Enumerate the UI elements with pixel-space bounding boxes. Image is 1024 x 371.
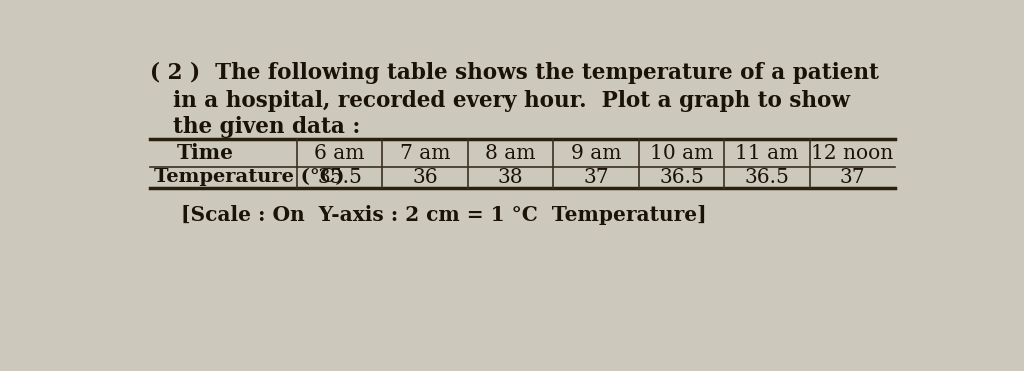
Text: 11 am: 11 am xyxy=(735,144,799,162)
Text: ( 2 )  The following table shows the temperature of a patient: ( 2 ) The following table shows the temp… xyxy=(150,62,879,84)
Text: 36.5: 36.5 xyxy=(659,168,705,187)
Text: 36: 36 xyxy=(413,168,438,187)
Text: [Scale : On  Y-axis : 2 cm = 1 °C  Temperature]: [Scale : On Y-axis : 2 cm = 1 °C Tempera… xyxy=(180,205,707,225)
Text: 10 am: 10 am xyxy=(650,144,714,162)
Text: 8 am: 8 am xyxy=(485,144,536,162)
Text: 9 am: 9 am xyxy=(570,144,622,162)
Text: 37: 37 xyxy=(584,168,609,187)
Text: 35.5: 35.5 xyxy=(317,168,362,187)
Text: 12 noon: 12 noon xyxy=(811,144,894,162)
Text: 37: 37 xyxy=(840,168,865,187)
Text: 38: 38 xyxy=(498,168,523,187)
Text: Time: Time xyxy=(177,143,234,163)
Text: 6 am: 6 am xyxy=(314,144,365,162)
Text: Temperature (°C): Temperature (°C) xyxy=(154,168,344,187)
Text: in a hospital, recorded every hour.  Plot a graph to show: in a hospital, recorded every hour. Plot… xyxy=(173,90,850,112)
Text: 36.5: 36.5 xyxy=(744,168,790,187)
Text: 7 am: 7 am xyxy=(400,144,451,162)
Text: the given data :: the given data : xyxy=(173,116,360,138)
